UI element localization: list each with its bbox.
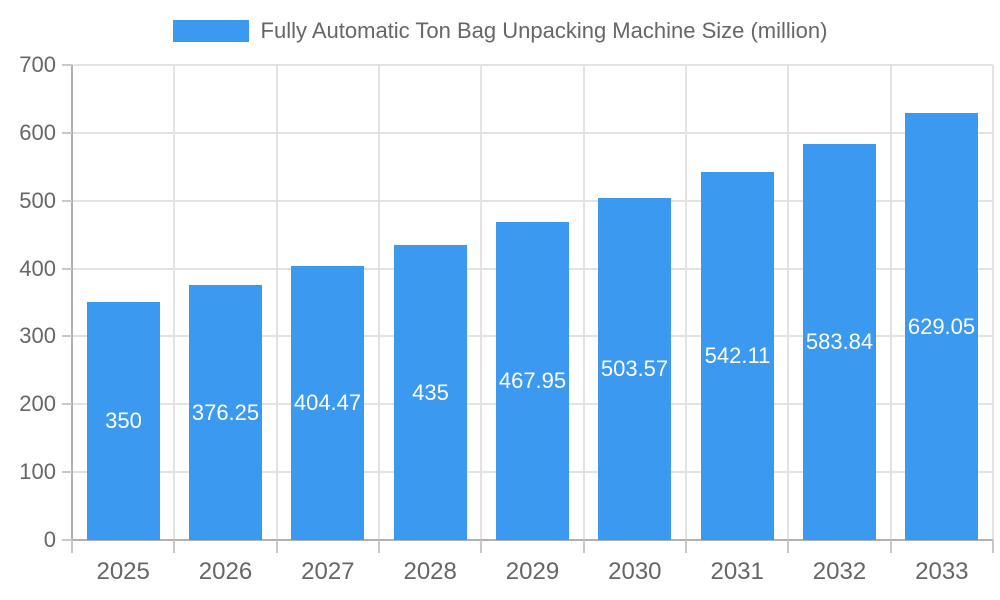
y-axis-tick-label: 0 xyxy=(43,527,56,552)
bar[interactable]: 503.57 xyxy=(598,198,671,540)
y-axis-tick-mark xyxy=(62,471,72,474)
y-axis-tick-label: 100 xyxy=(19,459,56,485)
x-grid-line xyxy=(173,65,176,540)
x-axis-tick-label: 2030 xyxy=(608,558,662,585)
x-axis-tick-label: 2032 xyxy=(812,558,867,585)
y-axis-tick-label: 700 xyxy=(19,52,56,77)
chart-legend[interactable]: Fully Automatic Ton Bag Unpacking Machin… xyxy=(0,16,1000,46)
x-grid-line xyxy=(889,65,892,540)
bar[interactable]: 435 xyxy=(394,245,467,540)
x-axis-tick-label: 2029 xyxy=(505,558,560,585)
x-grid-line xyxy=(582,65,585,540)
bar[interactable]: 629.05 xyxy=(905,113,978,540)
bar-value-label: 435 xyxy=(412,379,449,405)
x-axis-tick-label: 2033 xyxy=(915,558,969,585)
x-grid-line xyxy=(480,65,483,540)
bar-value-label: 404.47 xyxy=(293,390,362,415)
bar-value-label: 503.57 xyxy=(600,356,669,381)
legend-label: Fully Automatic Ton Bag Unpacking Machin… xyxy=(260,18,828,43)
x-grid-line xyxy=(685,65,687,540)
x-axis-tick-mark xyxy=(889,540,892,553)
x-axis-tick-label: 2026 xyxy=(198,558,253,585)
x-axis-tick-mark xyxy=(787,540,790,553)
y-axis-tick-mark xyxy=(62,403,72,406)
y-axis-tick-label: 400 xyxy=(19,255,56,281)
y-axis-tick-mark xyxy=(62,267,72,270)
x-axis-line xyxy=(72,539,993,541)
legend-swatch-icon xyxy=(172,20,249,42)
x-grid-line xyxy=(787,65,790,540)
x-axis-tick-label: 2028 xyxy=(403,558,457,585)
bar[interactable]: 376.25 xyxy=(189,285,262,540)
x-grid-line xyxy=(992,65,994,540)
bar-value-label: 467.95 xyxy=(498,368,567,393)
y-axis-tick-mark xyxy=(62,335,72,338)
x-axis-tick-label: 2027 xyxy=(301,558,355,585)
x-axis-tick-mark xyxy=(992,540,994,553)
x-grid-line xyxy=(275,65,278,540)
x-axis-tick-mark xyxy=(582,540,585,553)
y-axis-tick-label: 300 xyxy=(19,323,56,349)
bar-value-label: 542.11 xyxy=(704,343,771,368)
bar[interactable]: 583.84 xyxy=(803,144,876,540)
x-axis-tick-mark xyxy=(173,540,176,553)
x-axis-tick-mark xyxy=(71,540,73,553)
x-axis-tick-label: 2025 xyxy=(96,558,150,585)
y-grid-line xyxy=(72,64,993,66)
x-axis-tick-mark xyxy=(275,540,278,553)
y-axis-tick-label: 200 xyxy=(19,391,56,417)
bar[interactable]: 404.47 xyxy=(291,266,364,540)
bar-value-label: 376.25 xyxy=(191,399,260,425)
x-axis-tick-mark xyxy=(378,540,380,553)
bar[interactable]: 350 xyxy=(87,302,160,540)
y-axis-tick-label: 500 xyxy=(19,187,56,213)
y-grid-line xyxy=(72,131,993,134)
y-axis-tick-label: 600 xyxy=(19,119,56,145)
y-axis-tick-mark xyxy=(62,539,72,541)
x-axis-tick-label: 2031 xyxy=(710,558,764,585)
y-axis-tick-mark xyxy=(62,199,72,202)
y-axis-tick-mark xyxy=(62,131,72,134)
x-grid-line xyxy=(378,65,380,540)
x-axis-tick-mark xyxy=(685,540,687,553)
bar-value-label: 583.84 xyxy=(805,329,874,354)
y-axis-line xyxy=(71,65,73,551)
x-axis-tick-mark xyxy=(480,540,483,553)
y-grid-line xyxy=(72,199,993,202)
bar[interactable]: 542.11 xyxy=(701,172,774,540)
bar-value-label: 629.05 xyxy=(907,313,976,339)
bar-value-label: 350 xyxy=(105,408,142,433)
y-axis-tick-mark xyxy=(62,64,72,66)
bar[interactable]: 467.95 xyxy=(496,222,569,540)
